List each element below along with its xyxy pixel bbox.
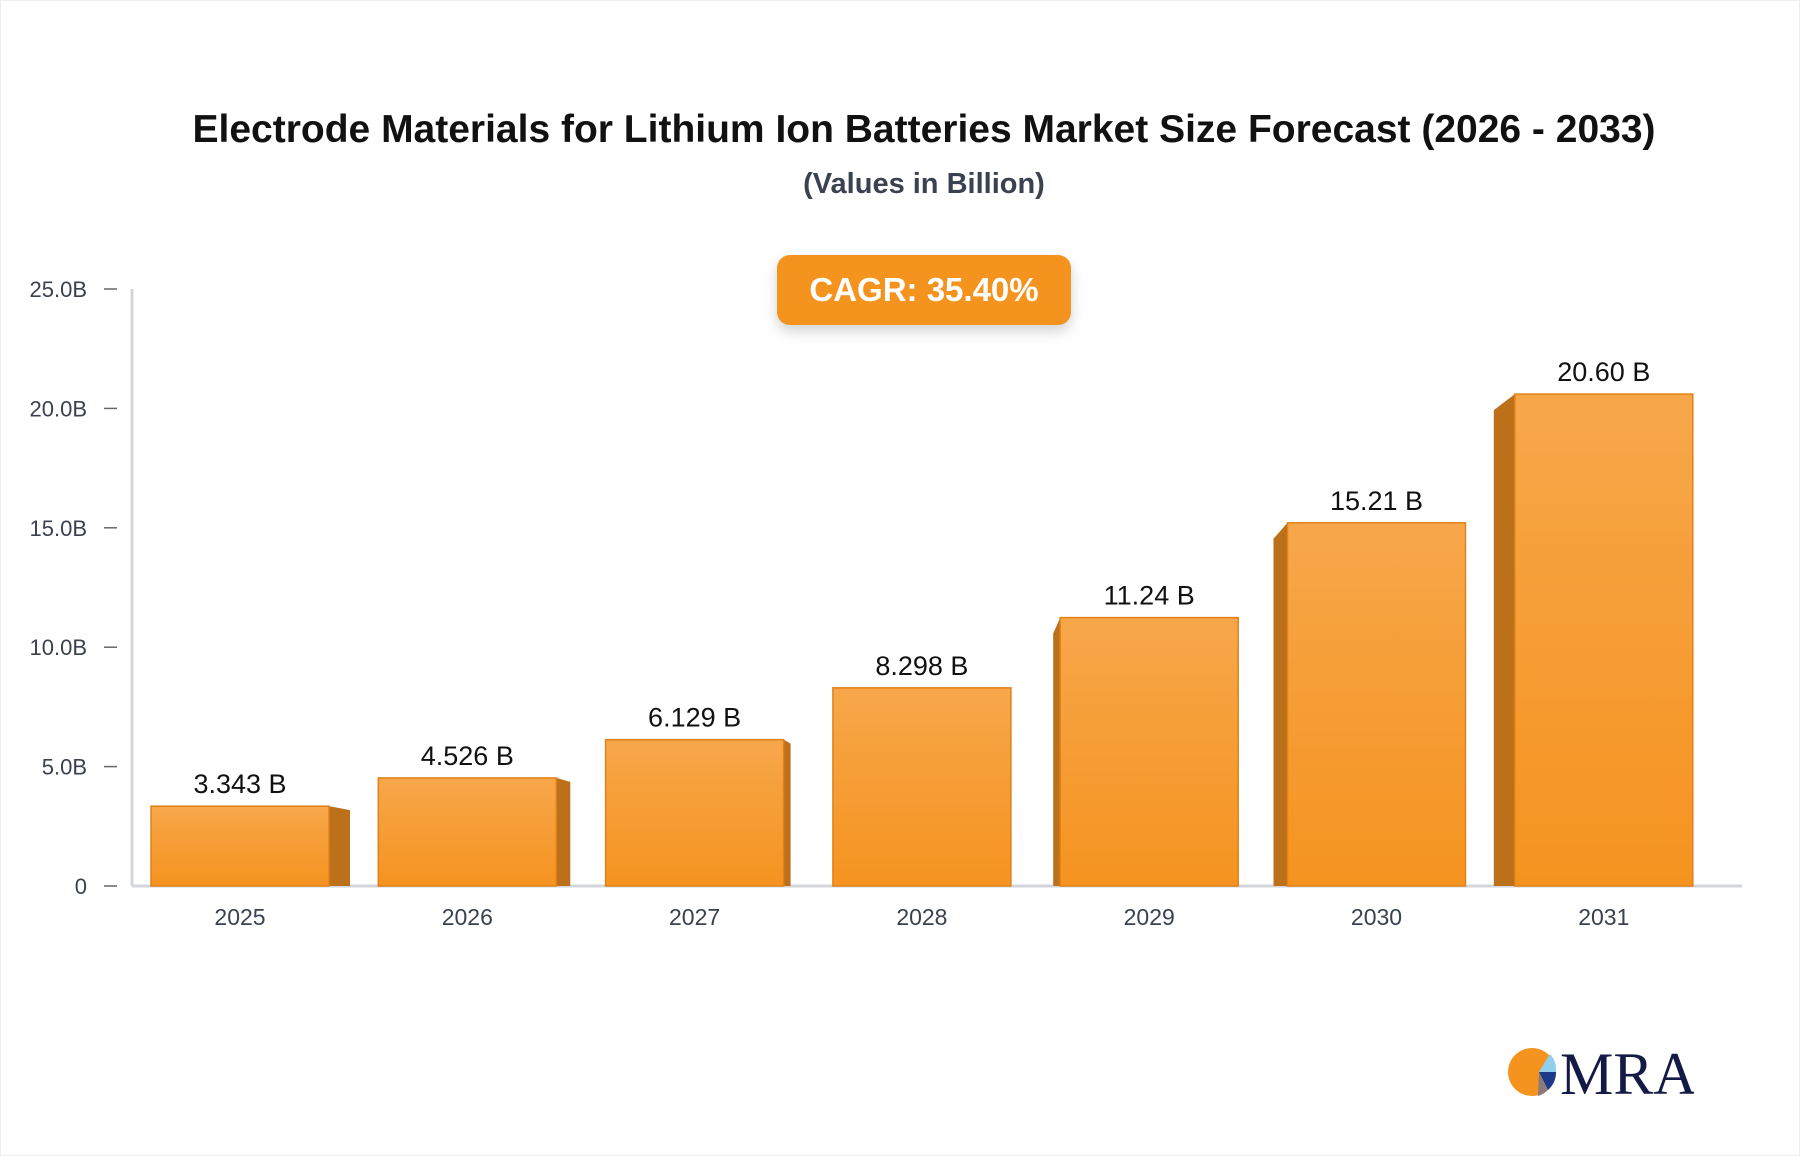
svg-text:MRA: MRA xyxy=(1560,1041,1694,1100)
data-label: 3.343 B xyxy=(193,769,286,799)
bar xyxy=(832,687,1012,887)
x-tick-label: 2028 xyxy=(896,904,947,930)
bar xyxy=(1514,393,1694,887)
bar-side xyxy=(1273,522,1288,886)
data-label: 11.24 B xyxy=(1104,581,1195,611)
data-label: 20.60 B xyxy=(1557,357,1650,387)
x-tick-label: 2030 xyxy=(1351,904,1402,930)
x-tick-label: 2027 xyxy=(669,904,720,930)
data-label: 6.129 B xyxy=(648,703,741,733)
y-tick-label: 0 xyxy=(75,874,87,899)
y-tick-label: 5.0B xyxy=(42,755,87,780)
data-label: 4.526 B xyxy=(421,741,514,771)
bar-side xyxy=(783,739,791,886)
bar xyxy=(150,805,330,887)
bar xyxy=(604,738,785,887)
cagr-badge: CAGR: 35.40% xyxy=(777,255,1071,325)
bar-side xyxy=(1053,617,1061,886)
bar xyxy=(377,777,558,887)
bar-side xyxy=(329,806,350,886)
x-tick-label: 2026 xyxy=(442,904,493,930)
bar-side xyxy=(556,777,571,886)
y-tick-label: 25.0B xyxy=(30,277,88,302)
x-tick-label: 2031 xyxy=(1578,904,1629,930)
bar xyxy=(1286,522,1467,887)
y-tick-label: 10.0B xyxy=(30,635,88,660)
x-tick-label: 2029 xyxy=(1124,904,1175,930)
mra-logo-icon: MRA xyxy=(1508,1041,1694,1100)
bar-side xyxy=(1493,394,1515,886)
y-tick-label: 20.0B xyxy=(30,396,88,421)
chart-subtitle: (Values in Billion) xyxy=(803,168,1045,200)
mra-logo: MRA xyxy=(1504,1040,1694,1100)
x-tick-label: 2025 xyxy=(214,904,265,930)
data-label: 8.298 B xyxy=(875,651,968,681)
chart-title: Electrode Materials for Lithium Ion Batt… xyxy=(192,108,1656,151)
y-tick-label: 15.0B xyxy=(30,516,88,541)
bar xyxy=(1059,616,1239,887)
data-label: 15.21 B xyxy=(1330,486,1423,516)
